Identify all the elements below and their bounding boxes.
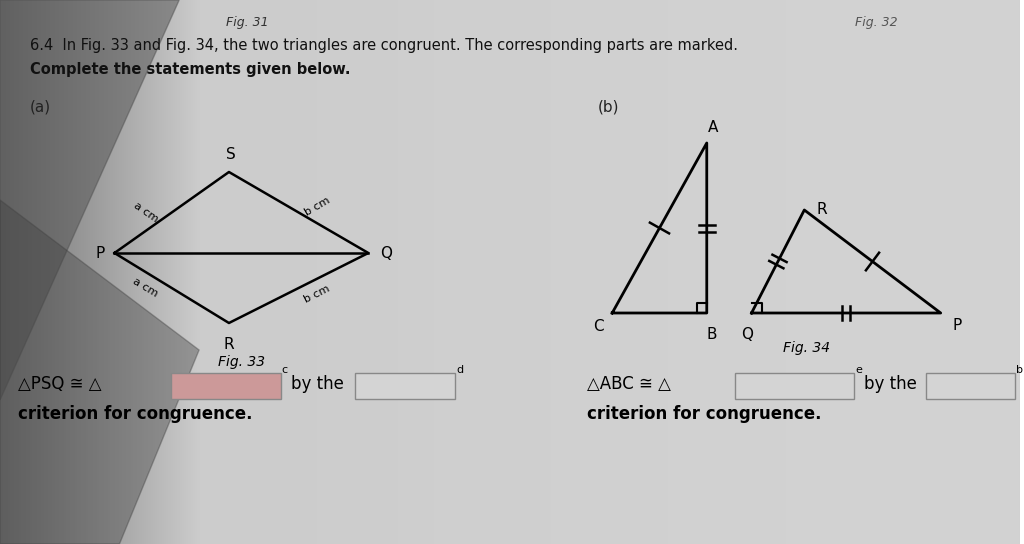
Bar: [398, 0, 1019, 544]
Text: △ABC ≅ △: △ABC ≅ △: [588, 375, 671, 393]
Text: by the: by the: [864, 375, 916, 393]
Text: c: c: [282, 365, 288, 375]
Bar: [355, 373, 455, 399]
Text: P: P: [95, 245, 104, 261]
Text: a cm: a cm: [132, 201, 160, 225]
Text: Fig. 31: Fig. 31: [225, 16, 268, 29]
Bar: [734, 373, 854, 399]
Text: P: P: [952, 318, 962, 333]
Text: C: C: [593, 319, 603, 334]
Text: R: R: [223, 337, 234, 352]
Text: (a): (a): [30, 100, 51, 115]
Text: criterion for congruence.: criterion for congruence.: [17, 405, 253, 423]
Bar: [926, 373, 1016, 399]
Text: Q: Q: [380, 245, 392, 261]
Text: by the: by the: [291, 375, 343, 393]
Text: b: b: [1017, 365, 1023, 375]
Text: Q: Q: [741, 327, 754, 342]
Text: B: B: [707, 327, 717, 342]
Text: (b): (b): [597, 100, 618, 115]
Text: Fig. 32: Fig. 32: [855, 16, 897, 29]
Bar: [171, 373, 281, 399]
Polygon shape: [0, 200, 199, 544]
Text: △PSQ ≅ △: △PSQ ≅ △: [17, 375, 101, 393]
Text: a cm: a cm: [131, 276, 160, 299]
Text: criterion for congruence.: criterion for congruence.: [588, 405, 822, 423]
Text: 6.4  In Fig. 33 and Fig. 34, the two triangles are congruent. The corresponding : 6.4 In Fig. 33 and Fig. 34, the two tria…: [30, 38, 738, 53]
Text: e: e: [855, 365, 862, 375]
Text: b cm: b cm: [303, 195, 332, 218]
Text: Complete the statements given below.: Complete the statements given below.: [30, 62, 350, 77]
Text: A: A: [708, 120, 718, 135]
Text: b cm: b cm: [303, 283, 332, 305]
Text: Fig. 33: Fig. 33: [218, 355, 265, 369]
Text: S: S: [226, 147, 236, 162]
Text: Fig. 34: Fig. 34: [782, 341, 829, 355]
Text: R: R: [816, 202, 827, 218]
Polygon shape: [0, 0, 179, 400]
Text: d: d: [456, 365, 463, 375]
